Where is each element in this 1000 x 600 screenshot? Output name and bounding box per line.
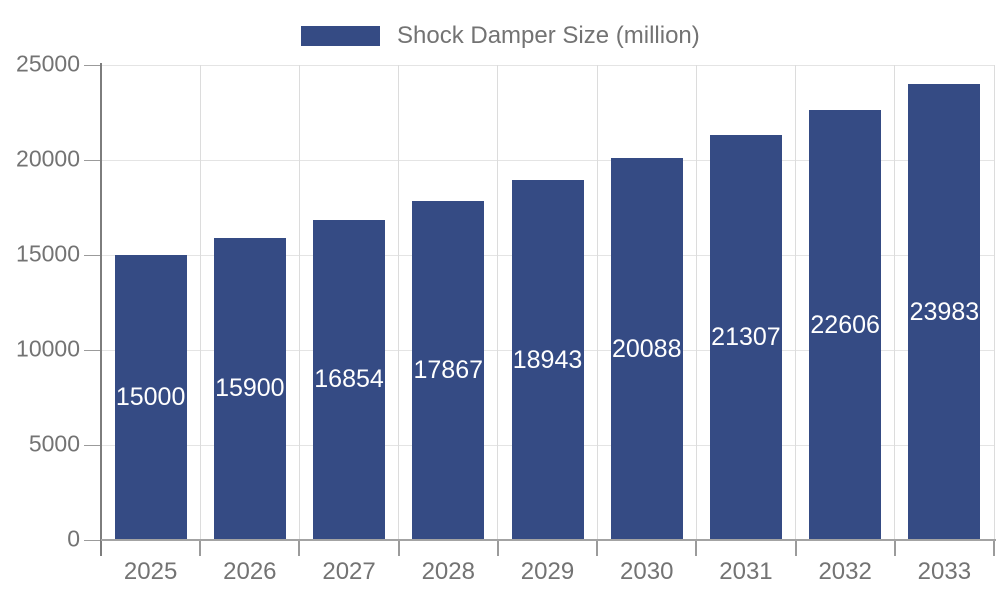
x-axis-tick-label: 2028 bbox=[421, 558, 475, 585]
y-axis-tick-label: 15000 bbox=[16, 240, 80, 267]
x-axis-tick-label: 2030 bbox=[620, 558, 674, 585]
legend-item[interactable]: Shock Damper Size (million) bbox=[301, 22, 700, 50]
bar-value-label: 17867 bbox=[413, 355, 484, 384]
x-axis-line bbox=[101, 539, 996, 541]
x-axis-tick-label: 2033 bbox=[917, 558, 972, 585]
bar-value-label: 21307 bbox=[711, 323, 781, 352]
legend-label: Shock Damper Size (million) bbox=[397, 22, 700, 49]
x-axis-tick bbox=[397, 540, 400, 556]
y-axis-tick bbox=[84, 159, 101, 161]
bar-2029[interactable]: 18943 bbox=[511, 180, 584, 540]
v-gridline bbox=[894, 65, 896, 540]
y-axis-tick bbox=[84, 349, 101, 351]
x-axis-tick bbox=[298, 540, 301, 556]
v-gridline bbox=[993, 65, 995, 540]
bar-2027[interactable]: 16854 bbox=[313, 219, 386, 540]
x-axis-tick bbox=[893, 540, 896, 556]
v-gridline bbox=[497, 65, 499, 540]
x-axis-tick bbox=[199, 540, 202, 556]
bar-2030[interactable]: 20088 bbox=[610, 158, 683, 540]
y-axis-line bbox=[100, 63, 102, 556]
v-gridline bbox=[398, 65, 400, 540]
legend-swatch bbox=[301, 26, 380, 46]
x-axis-tick-label: 2025 bbox=[123, 558, 178, 585]
bar-2025[interactable]: 15000 bbox=[114, 255, 187, 540]
h-gridline bbox=[101, 64, 994, 66]
bar-2031[interactable]: 21307 bbox=[709, 135, 782, 540]
y-axis-tick bbox=[84, 64, 101, 66]
bar-value-label: 15000 bbox=[115, 383, 186, 411]
y-axis-tick bbox=[84, 539, 101, 541]
x-axis-tick bbox=[695, 540, 698, 556]
bar-value-label: 18943 bbox=[512, 345, 583, 374]
bar-value-label: 15900 bbox=[215, 374, 285, 403]
bar-2026[interactable]: 15900 bbox=[213, 237, 286, 540]
y-axis-tick-label: 10000 bbox=[16, 335, 80, 362]
y-axis-tick bbox=[84, 254, 101, 256]
x-axis-tick-label: 2026 bbox=[223, 558, 277, 585]
bar-value-label: 23983 bbox=[909, 297, 980, 326]
bar-value-label: 20088 bbox=[611, 334, 682, 363]
y-axis-tick-label: 0 bbox=[67, 525, 80, 552]
bar-value-label: 16854 bbox=[314, 365, 384, 394]
v-gridline bbox=[596, 65, 598, 540]
y-axis-tick-label: 5000 bbox=[28, 430, 80, 457]
v-gridline bbox=[795, 65, 797, 540]
x-axis-tick bbox=[496, 540, 499, 556]
x-axis-tick-label: 2032 bbox=[818, 558, 872, 585]
h-gridline bbox=[101, 159, 994, 161]
x-axis-tick-label: 2029 bbox=[520, 558, 575, 585]
v-gridline bbox=[298, 65, 300, 540]
x-axis-tick bbox=[993, 540, 995, 556]
bar-2033[interactable]: 23983 bbox=[908, 84, 981, 540]
y-axis-tick bbox=[84, 444, 101, 446]
y-axis-tick-label: 25000 bbox=[16, 50, 80, 77]
y-axis-tick-label: 20000 bbox=[16, 145, 80, 172]
x-axis-tick bbox=[596, 540, 599, 556]
v-gridline bbox=[199, 65, 201, 540]
v-gridline bbox=[695, 65, 697, 540]
bar-2032[interactable]: 22606 bbox=[809, 110, 882, 540]
x-axis-tick-label: 2027 bbox=[322, 558, 376, 585]
bar-value-label: 22606 bbox=[810, 310, 880, 339]
bar-2028[interactable]: 17867 bbox=[412, 200, 485, 540]
x-axis-tick-label: 2031 bbox=[719, 558, 773, 585]
x-axis-tick bbox=[794, 540, 797, 556]
